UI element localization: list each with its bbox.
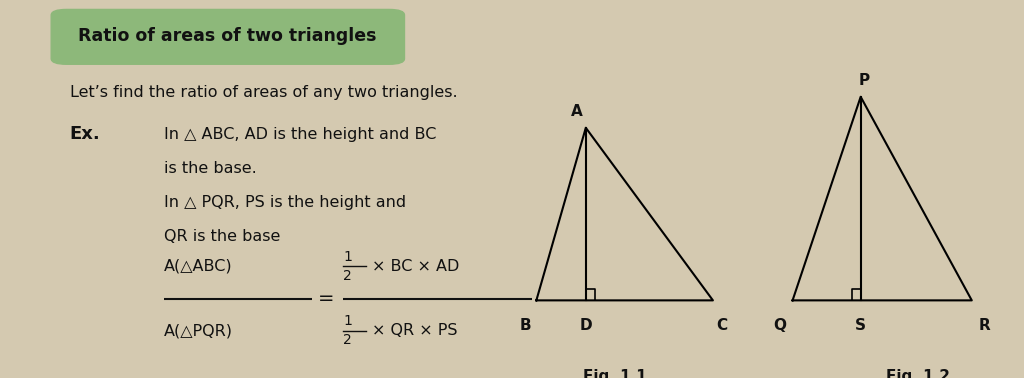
Text: Ratio of areas of two triangles: Ratio of areas of two triangles [78,26,377,45]
Text: 1: 1 [343,314,352,328]
Text: In △ ABC, AD is the height and BC: In △ ABC, AD is the height and BC [164,127,436,142]
Text: Fig. 1.1: Fig. 1.1 [583,369,646,378]
Text: S: S [855,318,866,333]
Text: 2: 2 [343,333,352,347]
Text: B: B [520,318,531,333]
Text: A: A [571,104,583,119]
Text: Q: Q [773,318,786,333]
Text: is the base.: is the base. [164,161,257,176]
Text: Ex.: Ex. [70,125,100,143]
Text: Fig. 1.2: Fig. 1.2 [886,369,950,378]
Text: In △ PQR, PS is the height and: In △ PQR, PS is the height and [164,195,406,210]
Text: 1: 1 [343,250,352,264]
Text: Let’s find the ratio of areas of any two triangles.: Let’s find the ratio of areas of any two… [70,85,458,100]
Text: QR is the base: QR is the base [164,229,281,244]
Text: D: D [580,318,592,333]
Text: C: C [716,318,727,333]
Text: A(△PQR): A(△PQR) [164,323,232,338]
FancyBboxPatch shape [51,9,404,64]
Text: =: = [317,289,334,308]
Text: × BC × AD: × BC × AD [372,259,459,274]
Text: 2: 2 [343,269,352,283]
Text: A(△ABC): A(△ABC) [164,259,232,274]
Text: × QR × PS: × QR × PS [372,323,457,338]
Text: R: R [979,318,990,333]
Text: P: P [859,73,869,88]
